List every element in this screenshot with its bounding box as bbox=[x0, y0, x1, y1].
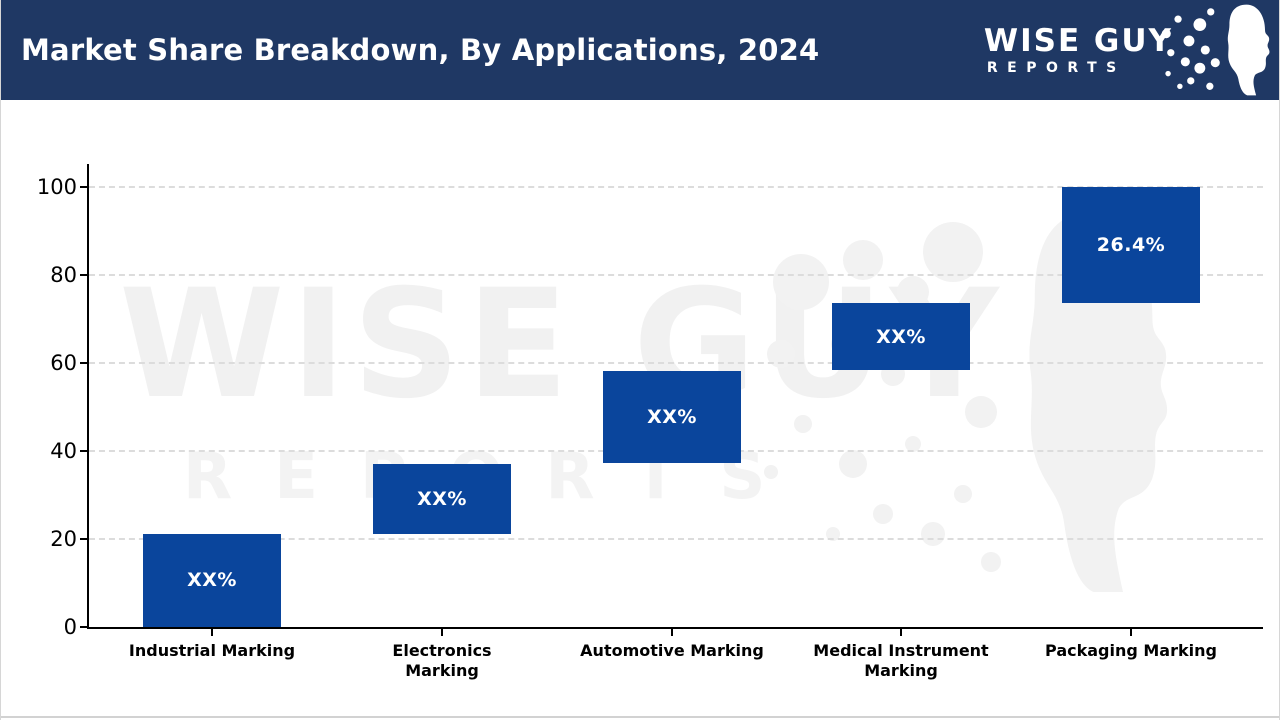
x-tick-label: Medical Instrument Marking bbox=[813, 641, 989, 680]
y-tick bbox=[80, 274, 89, 276]
x-axis-line bbox=[87, 627, 1263, 629]
bar-chart: 0 20 40 60 80 100 XX% Industrial Marking XX% Elec… bbox=[1, 100, 1279, 720]
bar: XX% bbox=[603, 370, 741, 463]
x-tick-label: Electronics Marking bbox=[392, 641, 492, 680]
x-tick-label: Automotive Marking bbox=[580, 641, 764, 660]
page-title: Market Share Breakdown, By Applications,… bbox=[21, 33, 820, 67]
bar-value-label: XX% bbox=[417, 487, 467, 510]
y-tick bbox=[80, 186, 89, 188]
x-tick bbox=[1130, 628, 1132, 636]
y-tick-label: 100 bbox=[36, 175, 77, 199]
x-tick-label: Industrial Marking bbox=[128, 641, 296, 660]
x-tick-label: Packaging Marking bbox=[1045, 641, 1217, 660]
y-tick bbox=[80, 362, 89, 364]
x-tick bbox=[211, 628, 213, 636]
x-tick bbox=[441, 628, 443, 636]
gridline bbox=[89, 538, 1263, 540]
x-tick bbox=[900, 628, 902, 636]
y-tick-label: 40 bbox=[50, 439, 77, 463]
y-axis-line bbox=[87, 164, 89, 629]
y-tick-label: 60 bbox=[50, 351, 77, 375]
bar: 26.4% bbox=[1062, 187, 1200, 304]
y-tick-label: 0 bbox=[63, 615, 77, 639]
brand-logo-text: WISE GUY REPORTS bbox=[984, 25, 1173, 76]
y-tick-label: 80 bbox=[50, 263, 77, 287]
bar-value-label: 26.4% bbox=[1096, 234, 1166, 257]
y-tick bbox=[80, 538, 89, 540]
bar: XX% bbox=[373, 463, 511, 534]
dot-face-logo-icon bbox=[1161, 4, 1270, 96]
y-tick bbox=[80, 450, 89, 452]
bar: XX% bbox=[832, 303, 970, 371]
bar-value-label: XX% bbox=[647, 405, 697, 428]
watermark-head-icon bbox=[764, 212, 1168, 592]
brand-subname: REPORTS bbox=[986, 59, 1126, 76]
header-bar: Market Share Breakdown, By Applications,… bbox=[1, 0, 1279, 100]
gridline bbox=[89, 186, 1263, 188]
y-tick-label: 20 bbox=[50, 527, 77, 551]
bar-value-label: XX% bbox=[876, 325, 926, 348]
gridline bbox=[89, 362, 1263, 364]
bar: XX% bbox=[143, 533, 281, 627]
brand-name: WISE GUY bbox=[983, 22, 1173, 59]
bar-value-label: XX% bbox=[187, 569, 237, 592]
y-tick bbox=[80, 626, 89, 628]
gridline bbox=[89, 274, 1263, 276]
brand-logo: WISE GUY REPORTS bbox=[984, 2, 1279, 98]
x-tick bbox=[671, 628, 673, 636]
